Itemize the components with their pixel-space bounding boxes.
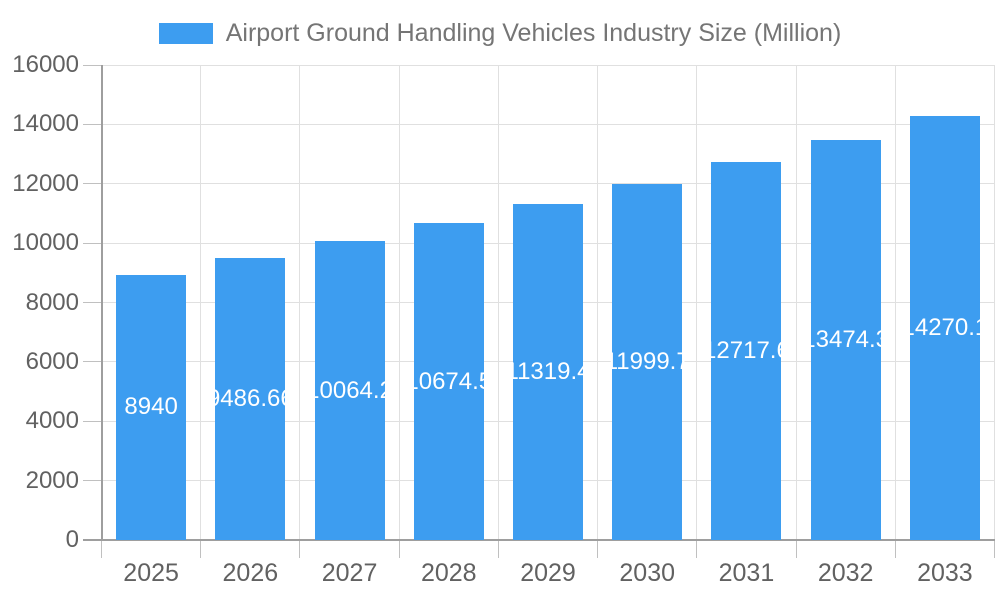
- gridline-vertical: [398, 65, 400, 540]
- gridline-horizontal: [101, 64, 995, 66]
- x-axis-tick: [994, 541, 995, 558]
- bar-2026[interactable]: [215, 258, 286, 540]
- gridline-vertical: [994, 65, 995, 540]
- bar-value-label: 10674.5: [405, 367, 493, 395]
- x-axis-line: [83, 539, 995, 541]
- x-axis-tick: [398, 541, 400, 558]
- x-axis-tick: [597, 541, 599, 558]
- gridline-vertical: [597, 65, 599, 540]
- y-axis-line: [101, 65, 103, 540]
- bar-2031[interactable]: [711, 162, 782, 540]
- y-axis-tick: [83, 183, 102, 185]
- y-tick-label: 0: [65, 526, 79, 553]
- gridline-horizontal: [101, 123, 995, 125]
- x-axis-tick: [101, 541, 102, 558]
- x-tick-label: 2032: [817, 559, 874, 587]
- bar-value-label: 10064.2: [306, 376, 393, 404]
- y-tick-label: 6000: [25, 347, 79, 375]
- bar-2025[interactable]: [116, 274, 187, 540]
- gridline-vertical: [299, 65, 301, 540]
- bar-value-label: 8940: [124, 393, 178, 421]
- y-axis-tick: [83, 420, 102, 422]
- bar-value-label: 14270.1: [901, 314, 989, 342]
- y-tick-label: 8000: [25, 288, 79, 316]
- y-axis-tick: [83, 64, 102, 66]
- x-axis-tick: [497, 541, 499, 558]
- bar-value-label: 9486.66: [206, 385, 294, 413]
- gridline-vertical: [200, 65, 202, 540]
- x-tick-label: 2025: [123, 559, 179, 587]
- y-tick-label: 16000: [12, 51, 79, 78]
- y-tick-label: 2000: [25, 466, 79, 494]
- bar-2027[interactable]: [314, 241, 385, 540]
- x-axis-tick: [200, 541, 202, 558]
- x-axis-tick: [696, 541, 698, 558]
- gridline-vertical: [497, 65, 499, 540]
- bar-value-label: 12717.6: [703, 337, 790, 365]
- bar-2029[interactable]: [513, 203, 583, 540]
- y-tick-label: 12000: [12, 169, 79, 197]
- bar-value-label: 11319.4: [505, 357, 591, 385]
- x-tick-label: 2027: [321, 559, 378, 587]
- y-tick-label: 10000: [12, 229, 79, 257]
- bar-value-label: 11999.7: [604, 347, 690, 375]
- gridline-vertical: [795, 65, 797, 540]
- y-tick-label: 14000: [12, 110, 79, 138]
- x-axis-tick: [795, 541, 797, 558]
- y-axis-tick: [83, 123, 102, 125]
- bar-2030[interactable]: [612, 183, 683, 540]
- x-axis-tick: [894, 541, 896, 558]
- x-tick-label: 2030: [619, 559, 676, 587]
- bar-value-label: 13474.3: [802, 325, 890, 353]
- x-tick-label: 2033: [917, 559, 973, 587]
- y-axis-tick: [83, 480, 102, 482]
- gridline-vertical: [696, 65, 698, 540]
- y-tick-label: 4000: [25, 407, 79, 435]
- bar-2032[interactable]: [810, 139, 881, 540]
- y-axis-tick: [83, 302, 102, 303]
- x-tick-label: 2026: [222, 559, 279, 587]
- bar-2033[interactable]: [909, 116, 980, 540]
- x-tick-label: 2028: [420, 559, 477, 587]
- gridline-vertical: [894, 65, 896, 540]
- x-tick-label: 2029: [520, 559, 576, 587]
- x-tick-label: 2031: [718, 559, 775, 587]
- bar-2028[interactable]: [413, 223, 484, 540]
- gridline-horizontal: [101, 183, 995, 185]
- legend-label: Airport Ground Handling Vehicles Industr…: [225, 19, 842, 47]
- y-axis-tick: [83, 242, 102, 244]
- x-axis-tick: [299, 541, 301, 558]
- legend[interactable]: Airport Ground Handling Vehicles Industr…: [0, 18, 1000, 48]
- y-axis-tick: [83, 361, 102, 363]
- legend-swatch: [158, 22, 213, 44]
